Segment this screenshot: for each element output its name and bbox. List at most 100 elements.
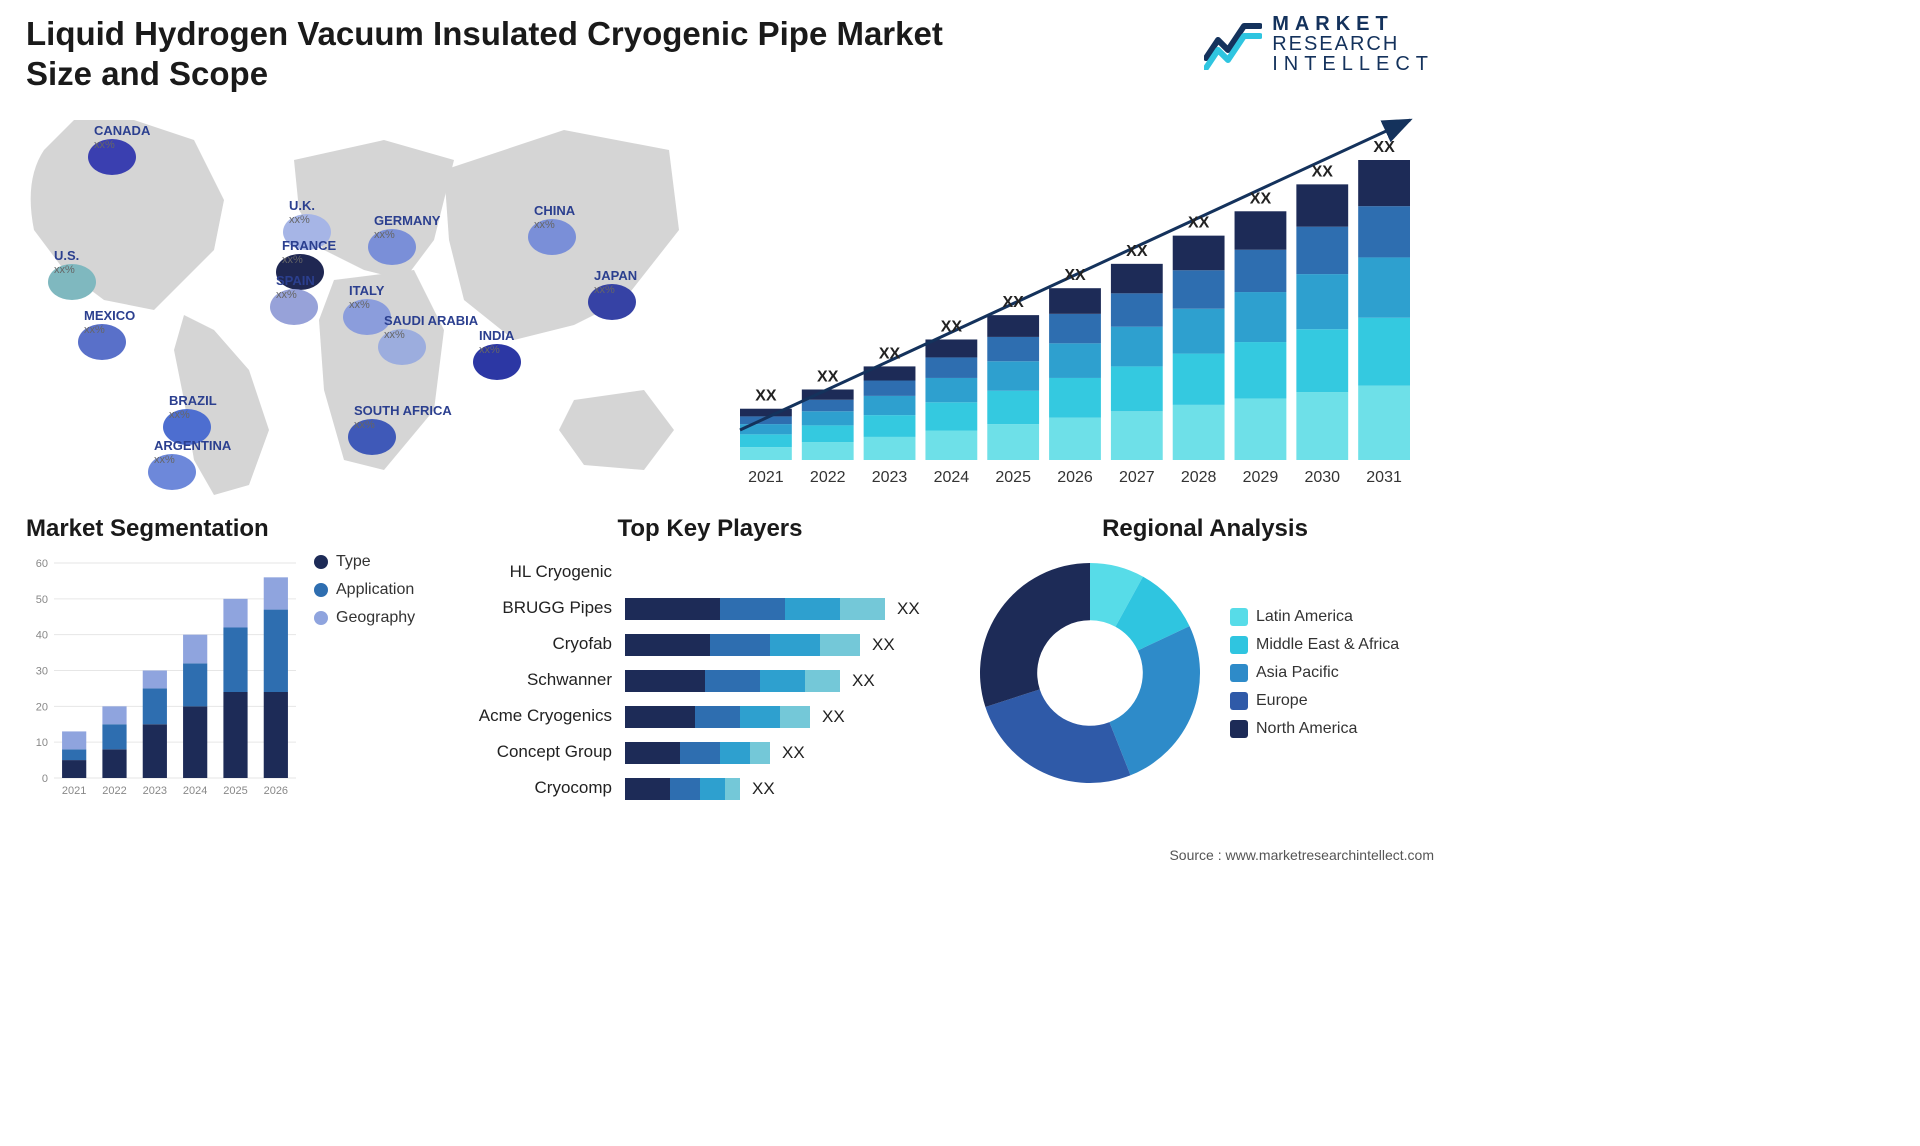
legend-dot-icon [314,611,328,625]
map-label: BRAZIL [169,393,217,408]
seg-ytick: 60 [36,558,48,570]
main-bar-year: 2024 [934,469,970,486]
segmentation-legend: TypeApplicationGeography [314,553,415,803]
main-bar-value: XX [1064,267,1086,284]
main-bar-segment [1296,184,1348,226]
regional-legend-item: Latin America [1230,608,1399,626]
map-svg: CANADAxx%U.S.xx%MEXICOxx%BRAZILxx%ARGENT… [14,100,694,500]
main-bar-segment [1173,405,1225,460]
main-bar-segment [1173,270,1225,308]
main-bar-segment [1358,206,1410,257]
kp-bar-segment [625,706,695,728]
map-label-sub: xx% [384,329,405,341]
main-bar-segment [864,396,916,415]
logo-icon [1204,18,1262,70]
main-bar-segment [1049,343,1101,378]
map-label-sub: xx% [349,299,370,311]
regional-legend-item: Middle East & Africa [1230,636,1399,654]
kp-bar-segment [750,742,770,764]
main-bar-value: XX [1373,139,1395,156]
kp-bar-segment [700,778,725,800]
map-label-sub: xx% [282,254,303,266]
logo-line2: RESEARCH [1272,34,1434,54]
main-bar-segment [1173,354,1225,405]
seg-legend-item: Geography [314,609,415,627]
kp-bar-segment [785,598,840,620]
map-label: ARGENTINA [154,438,232,453]
main-bar-segment [864,381,916,396]
main-bar-segment [740,447,792,460]
seg-bar-segment [183,706,207,778]
kp-bar-segment [625,598,720,620]
regional-legend-item: Europe [1230,692,1399,710]
main-bar-segment [1111,366,1163,411]
map-label: SOUTH AFRICA [354,403,452,418]
main-bar-value: XX [1312,163,1334,180]
main-bar-segment [987,315,1039,337]
main-bar-segment [1049,378,1101,418]
main-bar-segment [925,431,977,460]
map-label-sub: xx% [94,139,115,151]
legend-square-icon [1230,636,1248,654]
kp-bar-segment [820,634,860,656]
main-bar-year: 2026 [1057,469,1093,486]
map-label-sub: xx% [479,344,500,356]
kp-bar-segment [710,634,770,656]
logo-line1: MARKET [1272,14,1434,34]
map-label: CANADA [94,123,151,138]
map-label-sub: xx% [169,409,190,421]
legend-square-icon [1230,608,1248,626]
seg-bar-segment [143,724,167,778]
main-bar-year: 2027 [1119,469,1155,486]
logo-line3: INTELLECT [1272,54,1434,74]
map-label-sub: xx% [54,264,75,276]
map-label-sub: xx% [154,454,175,466]
legend-dot-icon [314,583,328,597]
seg-ytick: 50 [36,594,48,606]
main-bar-segment [1111,264,1163,293]
map-label: SPAIN [276,273,315,288]
main-bar-value: XX [817,368,839,385]
key-players-chart: HL CryogenicBRUGG PipesXXCryofabXXSchwan… [460,553,960,808]
seg-bar-segment [62,731,86,749]
seg-ytick: 40 [36,630,48,642]
market-segmentation-section: Market Segmentation 0102030405060 202120… [26,515,446,805]
seg-year: 2022 [102,785,126,797]
kp-bar-segment [760,670,805,692]
main-bar-segment [987,337,1039,361]
kp-name: Concept Group [497,742,612,761]
seg-legend-item: Type [314,553,415,571]
seg-ytick: 20 [36,701,48,713]
main-bar-segment [740,434,792,447]
main-bar-segment [1049,314,1101,343]
seg-year: 2024 [183,785,207,797]
donut-slice [985,689,1130,783]
world-map-chart: CANADAxx%U.S.xx%MEXICOxx%BRAZILxx%ARGENT… [14,100,694,500]
kp-value: XX [752,779,775,798]
main-bar-segment [1173,236,1225,271]
main-bar-year: 2029 [1243,469,1279,486]
main-bar-segment [802,442,854,460]
seg-bar-segment [264,610,288,692]
map-label: MEXICO [84,308,135,323]
legend-label: Type [336,553,371,571]
legend-label: Europe [1256,692,1308,710]
main-bar-segment [864,437,916,460]
kp-bar-segment [705,670,760,692]
main-bar-segment [1173,309,1225,354]
kp-bar-segment [805,670,840,692]
main-bar-segment [1111,293,1163,326]
seg-bar-segment [223,692,247,778]
main-bar-segment [1049,418,1101,460]
regional-legend-item: North America [1230,720,1399,738]
map-label: SAUDI ARABIA [384,313,479,328]
main-bar-segment [925,402,977,430]
key-players-section: Top Key Players HL CryogenicBRUGG PipesX… [460,515,960,805]
main-bar-segment [1358,386,1410,460]
main-bar-segment [864,415,916,437]
map-label: U.K. [289,198,315,213]
header: Liquid Hydrogen Vacuum Insulated Cryogen… [26,14,1434,93]
map-label: CHINA [534,203,576,218]
legend-square-icon [1230,664,1248,682]
main-bar-year: 2021 [748,469,784,486]
